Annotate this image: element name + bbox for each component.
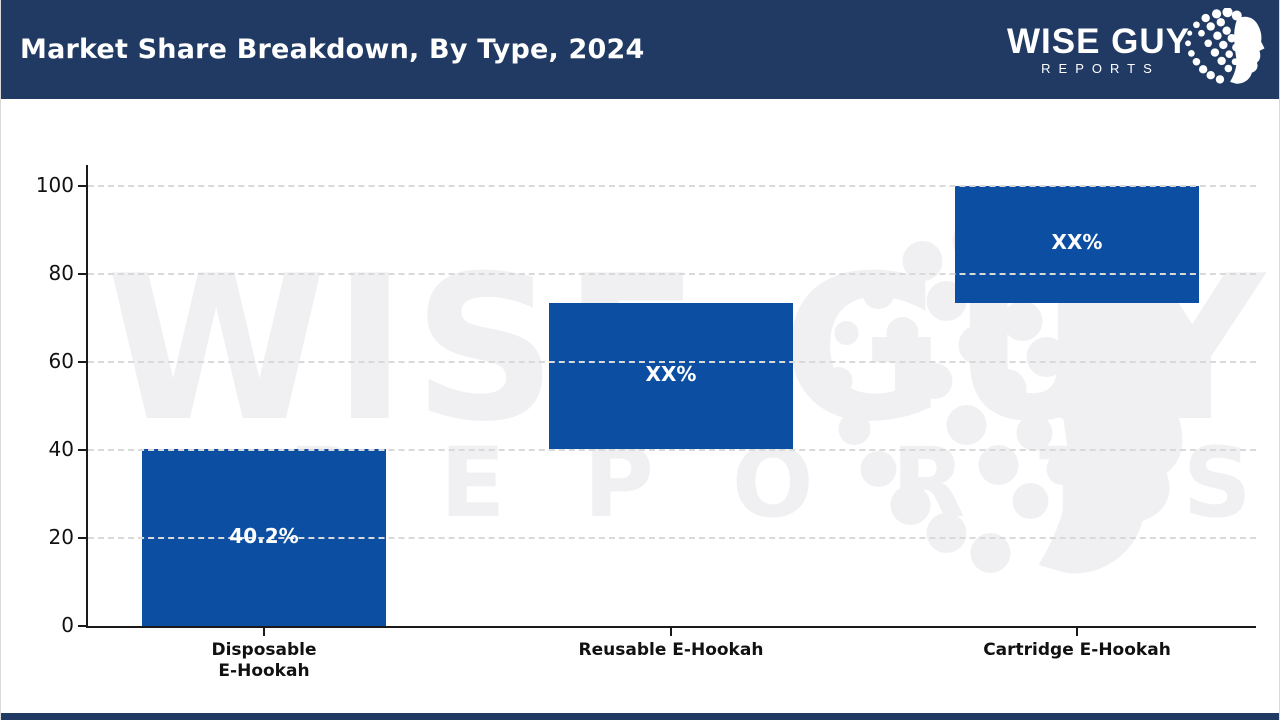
- y-tick-mark: [78, 537, 87, 539]
- y-axis-line: [86, 165, 88, 628]
- x-category-label: Reusable E-Hookah: [578, 640, 764, 660]
- y-tick-label: 100: [35, 173, 74, 197]
- x-tick-mark: [263, 628, 265, 636]
- bar-segment: [955, 186, 1199, 303]
- bar-value-label: XX%: [1051, 230, 1103, 255]
- y-gridline: [88, 185, 1256, 187]
- y-tick-label: 40: [48, 437, 74, 461]
- y-gridline: [88, 537, 1256, 539]
- y-tick-mark: [78, 449, 87, 451]
- x-tick-mark: [1076, 628, 1078, 636]
- y-tick-label: 60: [48, 349, 74, 373]
- brand-logo: WISE GUY REPORTS: [1007, 6, 1268, 94]
- x-category-label: Cartridge E-Hookah: [983, 640, 1171, 660]
- y-gridline: [88, 273, 1256, 275]
- y-tick-mark: [78, 273, 87, 275]
- brand-logo-text: WISE GUY REPORTS: [1006, 22, 1190, 77]
- left-edge-border: [0, 0, 1, 720]
- footer-bar: [0, 713, 1280, 720]
- y-gridline: [88, 361, 1256, 363]
- y-tick-label: 0: [61, 613, 74, 637]
- y-tick-mark: [78, 185, 87, 187]
- bar-value-label: XX%: [645, 361, 697, 386]
- brand-name: WISE GUY: [1006, 22, 1190, 61]
- chart-title: Market Share Breakdown, By Type, 2024: [20, 34, 645, 65]
- bar-segment: [549, 302, 793, 450]
- y-tick-mark: [78, 361, 87, 363]
- x-tick-mark: [670, 628, 672, 636]
- x-axis-line: [86, 626, 1256, 628]
- y-tick-label: 80: [48, 261, 74, 285]
- brand-subname: REPORTS: [1041, 61, 1160, 76]
- y-gridline: [88, 449, 1256, 451]
- brand-face-icon: [1185, 8, 1265, 84]
- header-bar: Market Share Breakdown, By Type, 2024 WI…: [0, 0, 1280, 99]
- bar-value-label: 40.2%: [229, 523, 299, 548]
- y-tick-mark: [78, 625, 87, 627]
- x-category-label: Disposable E-Hookah: [211, 640, 317, 681]
- y-tick-label: 20: [48, 525, 74, 549]
